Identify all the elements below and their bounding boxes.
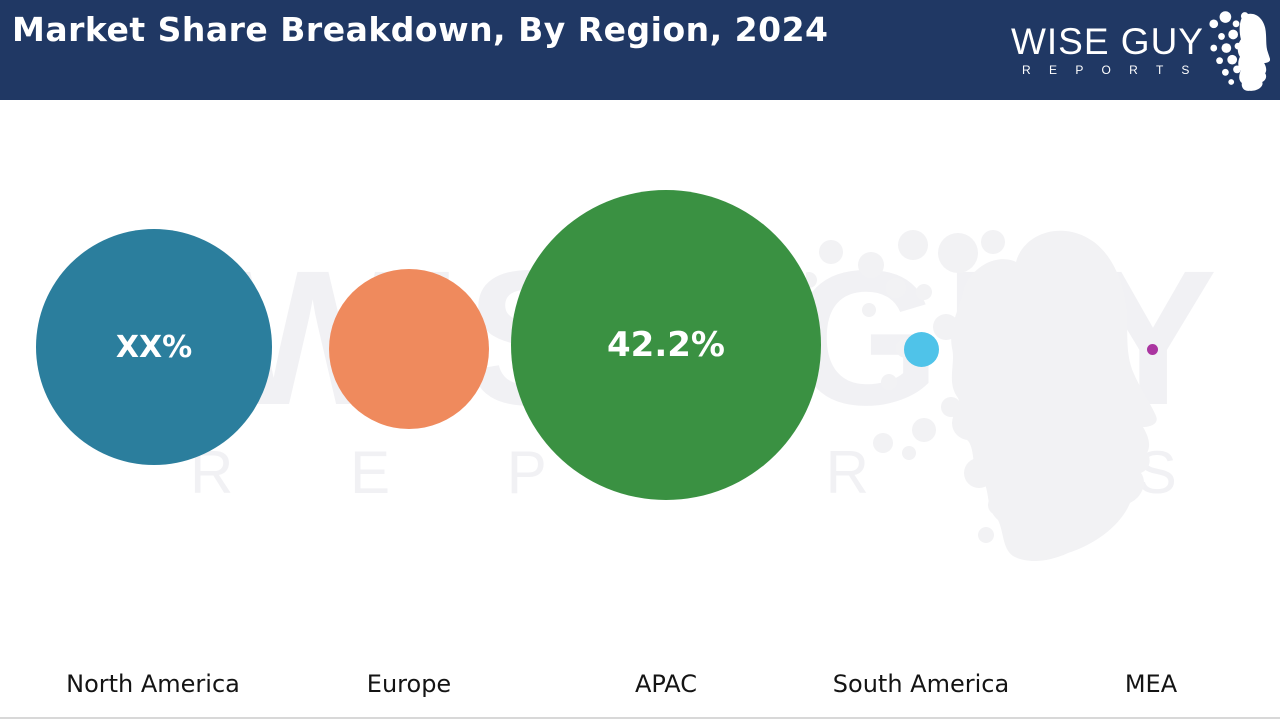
logo-subtext: R E P O R T S (1022, 62, 1197, 77)
wise-guy-logo: WISE GUY R E P O R T S (1011, 8, 1270, 92)
header-bar: Market Share Breakdown, By Region, 2024 … (0, 0, 1280, 100)
bubble-south-america (904, 332, 939, 367)
bubble-value-label: 42.2% (607, 325, 725, 365)
watermark-head-icon (806, 230, 1157, 562)
bottom-divider (0, 717, 1280, 719)
axis-label-north-america: North America (66, 670, 240, 698)
axis-label-apac: APAC (634, 670, 698, 698)
logo-wordmark: WISE GUY (1010, 21, 1204, 63)
axis-label-mea: MEA (1124, 670, 1178, 698)
bubble-apac: 42.2% (511, 190, 821, 500)
bubble-mea (1147, 344, 1158, 355)
page-title: Market Share Breakdown, By Region, 2024 (12, 10, 829, 49)
logo-text: WISE GUY R E P O R T S (1010, 21, 1204, 77)
axis-label-south-america: South America (832, 670, 1010, 698)
wise-guy-head-icon (1209, 11, 1270, 91)
bubble-north-america: XX% (36, 229, 272, 465)
bubble-value-label: XX% (115, 329, 193, 365)
bubble-europe (329, 269, 489, 429)
axis-label-europe: Europe (366, 670, 452, 698)
